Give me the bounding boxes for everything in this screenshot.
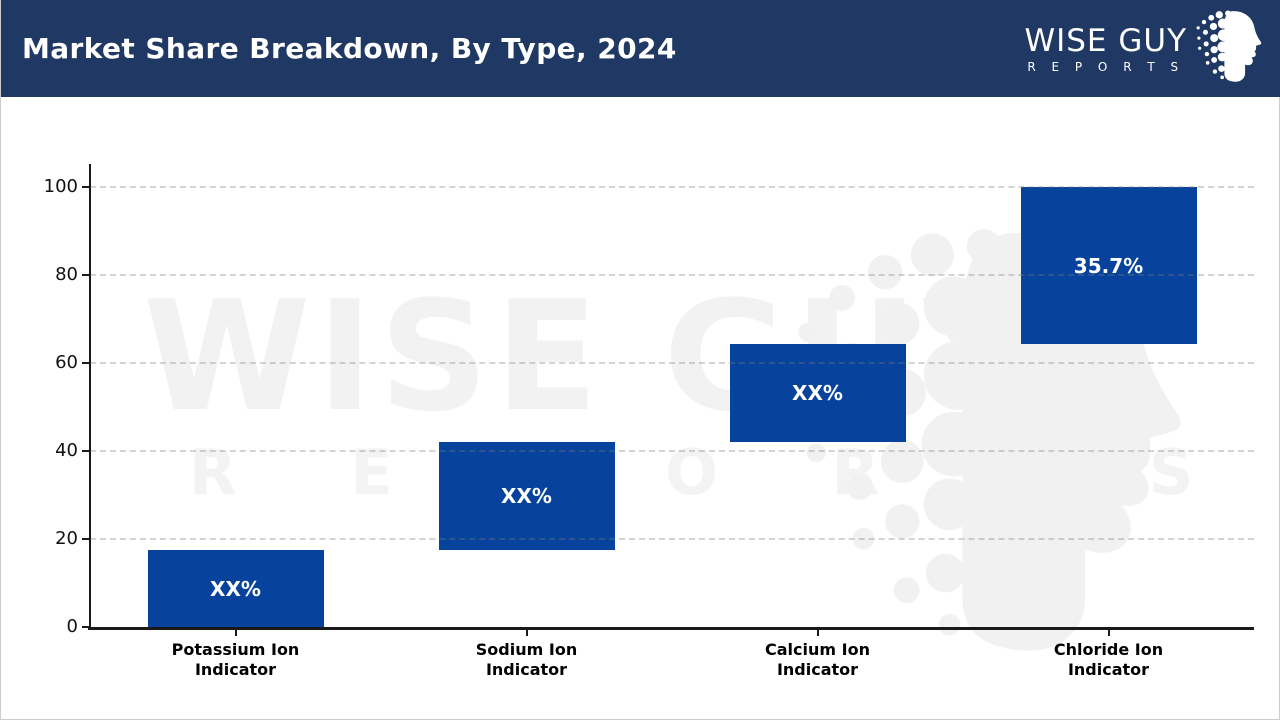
y-axis-tick — [82, 538, 90, 540]
x-axis-category-label: Calcium Ion Indicator — [698, 640, 938, 680]
logo-text: WISE GUY R E P O R T S — [1024, 24, 1187, 73]
x-axis-tick — [525, 629, 528, 636]
y-axis-tick — [82, 626, 90, 628]
x-axis-category-label: Potassium Ion Indicator — [116, 640, 356, 680]
bar-value-label: XX% — [501, 484, 552, 509]
y-gridline — [90, 450, 1254, 452]
bar — [1020, 187, 1197, 345]
category-label-line: Chloride Ion — [1053, 640, 1164, 659]
bar — [147, 550, 324, 627]
bar-value-label: 35.7% — [1073, 253, 1144, 278]
category-label-line: Potassium Ion — [171, 640, 300, 659]
wiseguy-head-icon — [1196, 10, 1262, 82]
y-gridline — [90, 538, 1254, 540]
x-axis-tick — [234, 629, 237, 636]
header-bar: Market Share Breakdown, By Type, 2024 WI… — [1, 0, 1280, 97]
y-axis-tick-label: 0 — [66, 616, 78, 637]
logo-brand-name: WISE GUY — [1024, 23, 1187, 60]
bar-value-label: XX% — [792, 381, 843, 406]
y-axis-tick — [82, 362, 90, 364]
x-axis-category-label: Chloride Ion Indicator — [989, 640, 1229, 680]
x-axis-line — [88, 627, 1254, 630]
bar — [729, 344, 906, 443]
category-label-line: Indicator — [776, 660, 859, 679]
category-label-line: Indicator — [485, 660, 568, 679]
y-axis-tick-label: 20 — [55, 528, 78, 549]
y-gridline — [90, 362, 1254, 364]
y-axis-tick — [82, 186, 90, 188]
category-label-line: Calcium Ion — [765, 640, 870, 659]
x-axis-tick — [1107, 629, 1110, 636]
logo-reports-label: R E P O R T S — [1027, 59, 1185, 74]
wiseguy-logo: WISE GUY R E P O R T S — [1024, 6, 1265, 92]
bar — [438, 442, 615, 550]
x-axis-category-label: Sodium Ion Indicator — [407, 640, 647, 680]
y-axis-tick-label: 100 — [43, 176, 78, 197]
category-label-line: Sodium Ion — [475, 640, 578, 659]
y-axis-tick — [82, 274, 90, 276]
chart-title: Market Share Breakdown, By Type, 2024 — [22, 32, 677, 65]
category-label-line: Indicator — [194, 660, 277, 679]
y-axis-tick-label: 40 — [55, 440, 78, 461]
y-axis-tick-label: 60 — [55, 352, 78, 373]
category-label-line: Indicator — [1067, 660, 1150, 679]
y-axis-line — [88, 164, 91, 629]
y-axis-tick — [82, 450, 90, 452]
x-axis-tick — [816, 629, 819, 636]
bar-value-label: XX% — [210, 576, 261, 601]
y-axis-tick-label: 80 — [55, 264, 78, 285]
